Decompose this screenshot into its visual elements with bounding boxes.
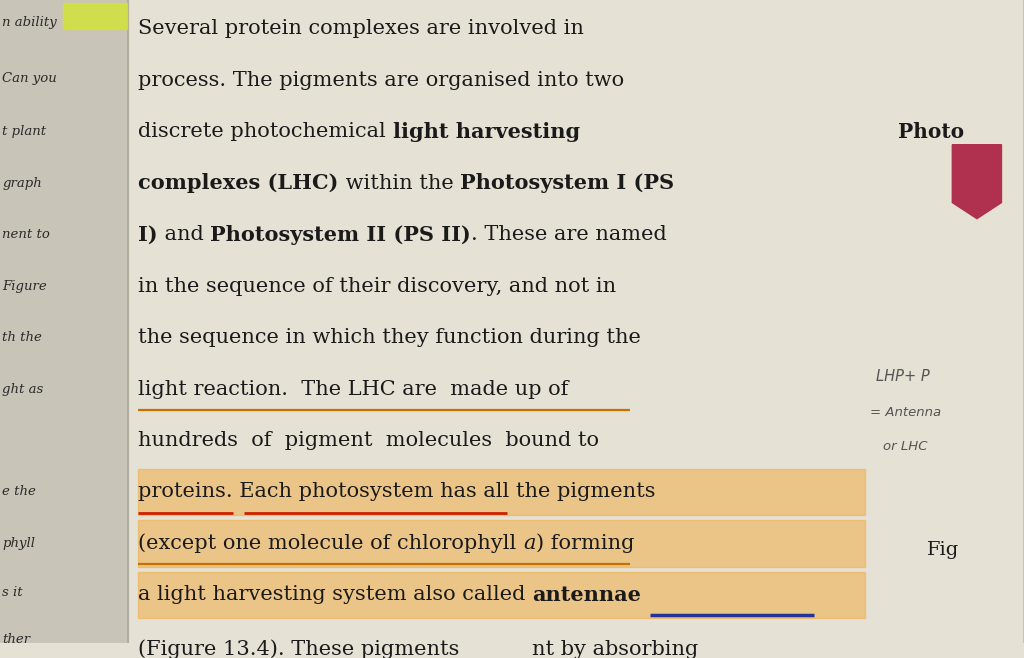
Bar bbox=[138, 572, 865, 618]
Text: LHP+ P: LHP+ P bbox=[876, 368, 929, 384]
Text: antennae: antennae bbox=[532, 585, 641, 605]
Polygon shape bbox=[952, 145, 1001, 218]
Text: graph: graph bbox=[2, 177, 42, 190]
Text: s it: s it bbox=[2, 586, 23, 599]
Text: ght as: ght as bbox=[2, 382, 43, 395]
Bar bbox=[63, 3, 127, 29]
Text: e the: e the bbox=[2, 486, 36, 499]
Text: or LHC: or LHC bbox=[883, 440, 927, 453]
Text: (except one molecule of chlorophyll: (except one molecule of chlorophyll bbox=[138, 534, 523, 553]
Text: ) forming: ) forming bbox=[536, 534, 634, 553]
Text: Several protein complexes are involved in: Several protein complexes are involved i… bbox=[138, 20, 584, 38]
Bar bbox=[138, 468, 865, 515]
Text: nt by absorbing: nt by absorbing bbox=[532, 640, 698, 658]
Text: = Antenna: = Antenna bbox=[870, 407, 941, 419]
Bar bbox=[0, 0, 128, 643]
Text: phyll: phyll bbox=[2, 537, 35, 550]
Text: Can you: Can you bbox=[2, 72, 56, 85]
Text: n ability: n ability bbox=[2, 16, 56, 29]
Text: . These are named: . These are named bbox=[471, 225, 667, 244]
Text: nent to: nent to bbox=[2, 228, 50, 241]
Text: Figure: Figure bbox=[2, 280, 47, 293]
Text: the sequence in which they function during the: the sequence in which they function duri… bbox=[138, 328, 641, 347]
Text: in the sequence of their discovery, and not in: in the sequence of their discovery, and … bbox=[138, 276, 616, 295]
Text: hundreds  of  pigment  molecules  bound to: hundreds of pigment molecules bound to bbox=[138, 431, 599, 450]
Text: (Figure 13.4). These pigments: (Figure 13.4). These pigments bbox=[138, 640, 460, 658]
Text: a: a bbox=[523, 534, 536, 553]
Text: Photosystem I (PS: Photosystem I (PS bbox=[460, 173, 674, 193]
Text: proteins. Each photosystem has all the pigments: proteins. Each photosystem has all the p… bbox=[138, 482, 655, 501]
Text: ther: ther bbox=[2, 634, 30, 646]
Text: discrete photochemical: discrete photochemical bbox=[138, 122, 392, 141]
Text: I): I) bbox=[138, 225, 158, 245]
Text: t plant: t plant bbox=[2, 125, 46, 138]
Text: th the: th the bbox=[2, 331, 42, 344]
Bar bbox=[138, 520, 865, 567]
Text: light reaction.  The LHC are  made up of: light reaction. The LHC are made up of bbox=[138, 380, 568, 399]
Text: complexes (LHC): complexes (LHC) bbox=[138, 173, 339, 193]
Text: and: and bbox=[158, 225, 210, 244]
Text: Photosystem II (PS II): Photosystem II (PS II) bbox=[210, 225, 471, 245]
Text: Photo: Photo bbox=[898, 122, 965, 142]
Text: a light harvesting system also called: a light harvesting system also called bbox=[138, 586, 532, 604]
Text: light harvesting: light harvesting bbox=[392, 122, 580, 142]
Text: Fig: Fig bbox=[927, 541, 958, 559]
Text: within the: within the bbox=[339, 174, 460, 193]
Text: process. The pigments are organised into two: process. The pigments are organised into… bbox=[138, 71, 625, 90]
